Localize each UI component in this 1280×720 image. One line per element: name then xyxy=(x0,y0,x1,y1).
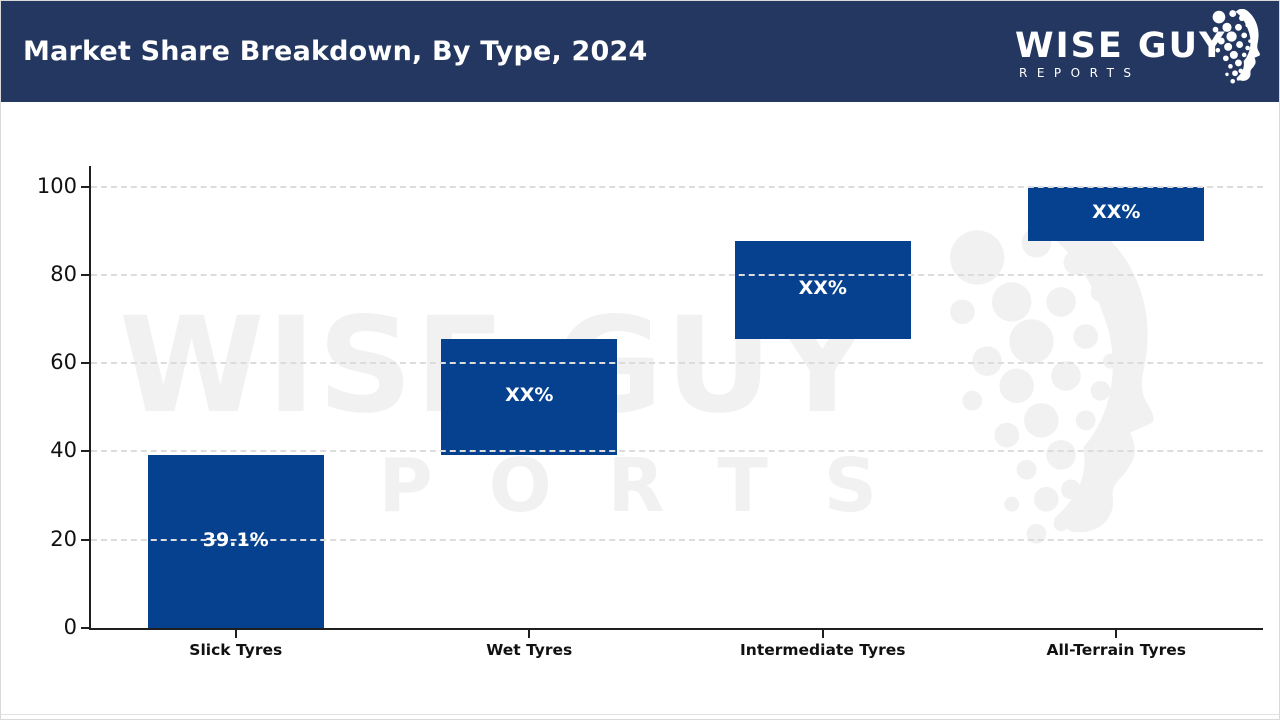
bar-all-terrain-tyres xyxy=(1028,186,1205,241)
x-category-label-slick-tyres: Slick Tyres xyxy=(189,641,283,659)
x-category-label-wet-tyres: Wet Tyres xyxy=(486,641,573,659)
bar-value-label: XX% xyxy=(798,276,847,299)
y-tick-label: 40 xyxy=(50,438,77,463)
bar-wet-tyres xyxy=(441,339,618,456)
header: Market Share Breakdown, By Type, 2024 WI… xyxy=(1,1,1279,102)
y-tick-label: 80 xyxy=(50,261,77,286)
brand-logo: WISE GUY REPORTS xyxy=(1015,7,1267,97)
x-axis-line xyxy=(89,628,1263,630)
y-axis-line xyxy=(89,166,91,628)
y-tick-label: 100 xyxy=(36,173,77,198)
brand-wordmark: WISE GUY REPORTS xyxy=(1015,26,1227,81)
y-tick-label: 20 xyxy=(50,526,77,551)
y-tick xyxy=(81,450,89,453)
bar-intermediate-tyres xyxy=(734,240,911,340)
brand-name: WISE GUY xyxy=(1015,26,1227,66)
y-tick xyxy=(81,185,89,188)
x-tick xyxy=(528,630,531,638)
x-tick xyxy=(821,630,824,638)
brand-subtitle: REPORTS xyxy=(1019,66,1141,80)
gridline-20 xyxy=(91,538,1263,541)
bar-slick-tyres xyxy=(147,455,324,628)
watermark-dotted-head-icon xyxy=(950,223,1154,544)
y-tick xyxy=(81,273,89,276)
footer-divider xyxy=(1,714,1279,715)
bar-value-label: XX% xyxy=(1092,200,1141,223)
gridline-40 xyxy=(91,450,1263,453)
gridline-100 xyxy=(91,185,1263,188)
y-tick-label: 60 xyxy=(50,350,77,375)
y-tick xyxy=(81,538,89,541)
gridline-80 xyxy=(91,273,1263,276)
y-tick xyxy=(81,627,89,629)
x-category-label-intermediate-tyres: Intermediate Tyres xyxy=(740,641,906,659)
gridline-60 xyxy=(91,362,1263,365)
dotted-head-profile-icon xyxy=(1212,9,1260,84)
page-title: Market Share Breakdown, By Type, 2024 xyxy=(23,36,648,67)
y-tick xyxy=(81,362,89,365)
x-tick xyxy=(234,630,237,638)
x-tick xyxy=(1115,630,1118,638)
x-category-label-all-terrain-tyres: All-Terrain Tyres xyxy=(1046,641,1186,659)
bar-value-label: 39.1% xyxy=(202,528,269,551)
y-tick-label: 0 xyxy=(63,615,77,639)
bar-value-label: XX% xyxy=(505,384,554,407)
